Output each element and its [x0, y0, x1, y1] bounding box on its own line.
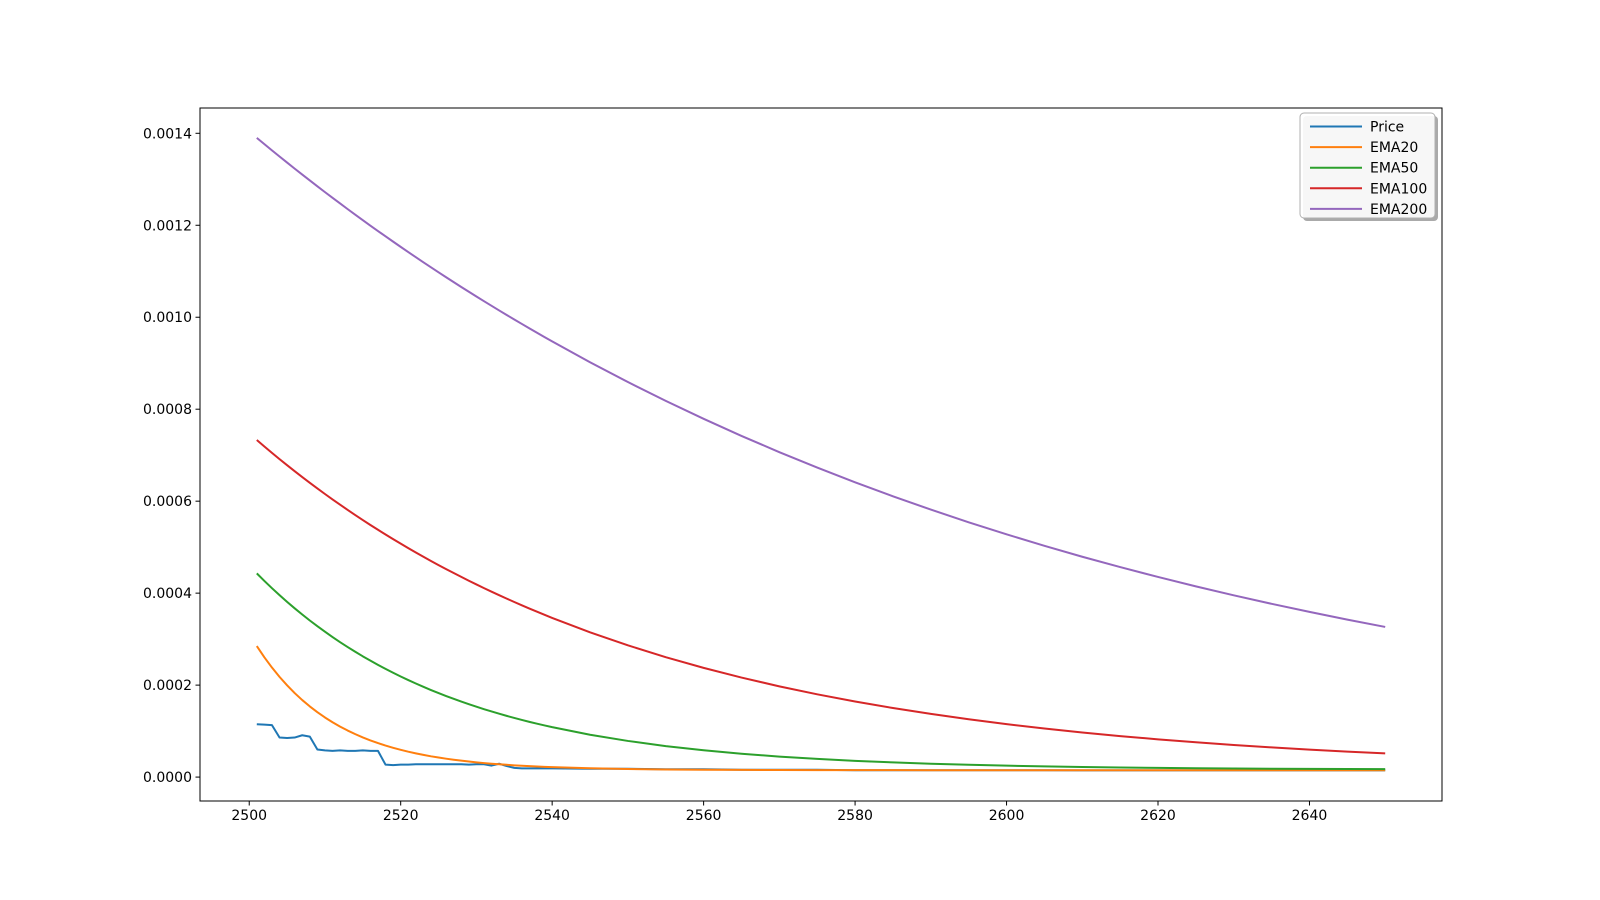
- x-tick-label: 2600: [989, 808, 1025, 824]
- y-tick-label: 0.0012: [143, 218, 192, 234]
- legend-label-price: Price: [1370, 120, 1404, 136]
- y-tick-label: 0.0010: [143, 310, 192, 326]
- y-tick-label: 0.0004: [143, 586, 192, 602]
- x-tick-label: 2640: [1292, 808, 1328, 824]
- x-tick-label: 2500: [231, 808, 267, 824]
- series-line-ema200: [256, 137, 1386, 628]
- x-tick-label: 2520: [383, 808, 419, 824]
- legend-label-ema200: EMA200: [1370, 202, 1427, 218]
- x-tick-label: 2580: [837, 808, 873, 824]
- legend: Price EMA20 EMA50 EMA100 EMA200: [1299, 112, 1438, 221]
- legend-label-ema50: EMA50: [1370, 161, 1418, 177]
- y-tick-label: 0.0008: [143, 402, 192, 418]
- y-tick-label: 0.0000: [143, 770, 192, 786]
- x-tick-label: 2620: [1140, 808, 1176, 824]
- y-tick-label: 0.0002: [143, 678, 192, 694]
- series-line-ema100: [256, 439, 1386, 755]
- x-tick-label: 2560: [686, 808, 722, 824]
- legend-label-ema100: EMA100: [1370, 181, 1427, 197]
- series-line-ema50: [256, 572, 1386, 771]
- plot-area: [199, 107, 1443, 802]
- legend-label-ema20: EMA20: [1370, 140, 1418, 156]
- y-tick-label: 0.0006: [143, 494, 192, 510]
- x-tick-label: 2540: [534, 808, 570, 824]
- x-axis: 2500 2520 2540 2560 2580 2600 2620 2640: [231, 801, 1327, 824]
- y-axis: 0.0000 0.0002 0.0004 0.0006 0.0008 0.0010 0.00…: [143, 126, 200, 786]
- series-line-ema20: [255, 645, 1386, 772]
- y-tick-label: 0.0014: [143, 126, 192, 142]
- legend-box: [1299, 112, 1436, 219]
